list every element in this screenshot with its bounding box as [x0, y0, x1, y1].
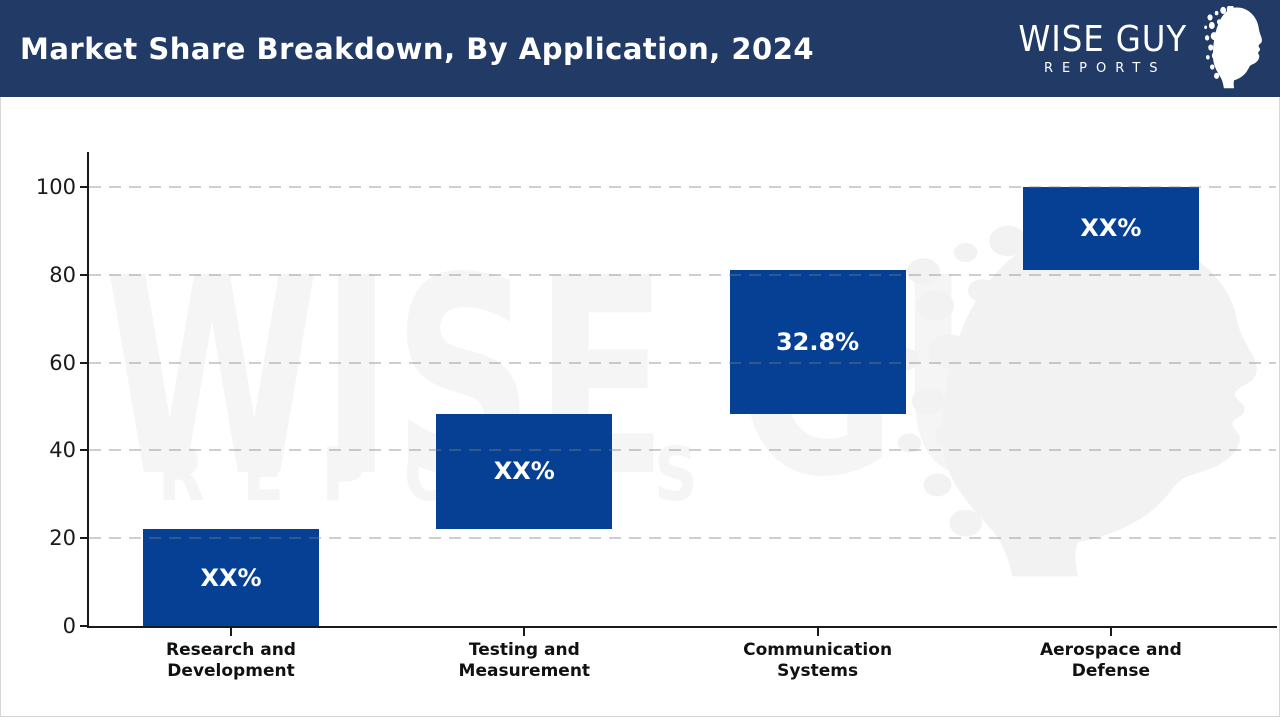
- bar-4: XX%: [1022, 187, 1199, 270]
- x-axis-line: [87, 626, 1277, 628]
- y-tick-label-60: 60: [49, 350, 76, 375]
- y-tick-label-100: 100: [35, 175, 76, 199]
- y-tick-40: [80, 449, 89, 452]
- y-tick-100: [80, 186, 89, 188]
- wise-guy-reports-logo: WISE GUY REPORTS: [1009, 6, 1265, 90]
- bar-value-label: XX%: [1080, 214, 1142, 243]
- bar-1: XX%: [143, 529, 319, 626]
- logo-text: WISE GUY REPORTS: [1009, 20, 1197, 77]
- y-tick-label-0: 0: [62, 614, 76, 638]
- y-tick-label-80: 80: [49, 262, 76, 287]
- bar-value-label: XX%: [200, 563, 262, 592]
- y-tick-0: [80, 625, 89, 627]
- gridline-y-60: [89, 361, 1276, 364]
- logo-wordmark: WISE GUY: [1017, 18, 1187, 60]
- y-tick-label-40: 40: [49, 438, 76, 463]
- y-tick-label-20: 20: [49, 526, 76, 551]
- bar-value-label: 32.8%: [775, 327, 860, 356]
- category-label-1: Research and Development: [166, 640, 296, 682]
- bar-2: XX%: [436, 413, 613, 530]
- bar-3: 32.8%: [729, 269, 906, 414]
- title-bar: Market Share Breakdown, By Application, …: [0, 0, 1280, 97]
- x-tick-3: [816, 628, 819, 636]
- gridline-y-40: [89, 449, 1276, 452]
- gridline-y-20: [89, 537, 1276, 540]
- category-label-2: Testing and Measurement: [458, 640, 591, 682]
- y-tick-80: [80, 273, 89, 276]
- category-label-4: Aerospace and Defense: [1040, 640, 1182, 682]
- y-tick-60: [80, 361, 89, 364]
- page-title: Market Share Breakdown, By Application, …: [20, 31, 815, 66]
- x-tick-1: [230, 628, 232, 636]
- bar-value-label: XX%: [493, 457, 555, 486]
- x-tick-2: [523, 628, 526, 636]
- category-label-3: Communication Systems: [743, 640, 893, 682]
- x-tick-4: [1109, 628, 1112, 636]
- watermark-head-dots-icon: [886, 222, 1257, 577]
- logo-head-dots-icon: [1204, 6, 1262, 89]
- logo-subtitle: REPORTS: [1043, 61, 1167, 77]
- gridline-y-80: [89, 273, 1276, 276]
- y-axis-line: [87, 152, 89, 628]
- y-tick-20: [80, 537, 89, 540]
- gridline-y-100: [89, 186, 1276, 188]
